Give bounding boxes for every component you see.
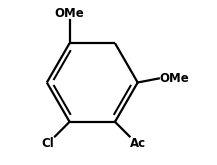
Text: OMe: OMe — [55, 7, 84, 20]
Text: OMe: OMe — [159, 72, 189, 85]
Text: Ac: Ac — [130, 137, 146, 150]
Text: Cl: Cl — [41, 137, 54, 150]
